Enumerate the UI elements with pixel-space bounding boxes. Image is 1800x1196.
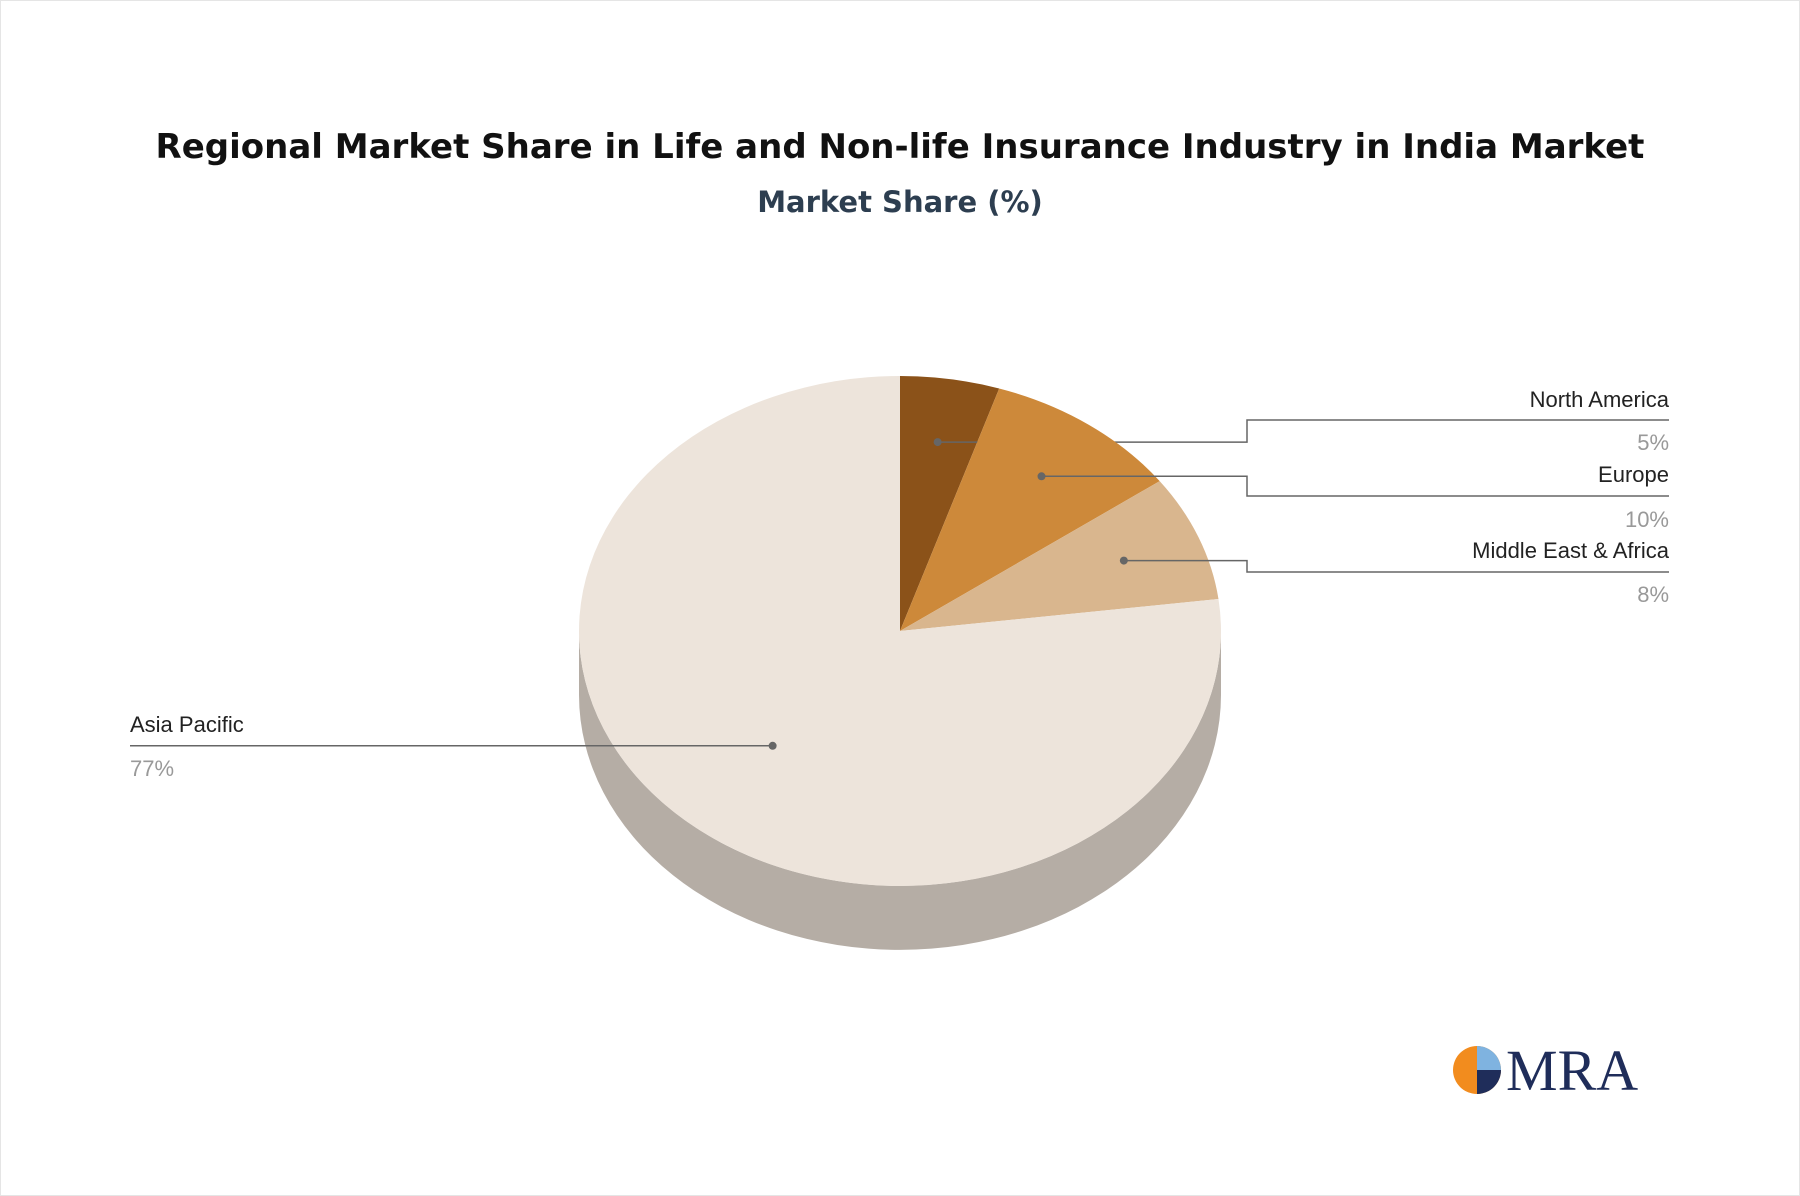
- legend-label: North America: [1530, 387, 1670, 412]
- value-label: 10%: [1625, 507, 1669, 532]
- legend-label: Asia Pacific: [130, 712, 244, 737]
- leader-dot: [768, 741, 777, 750]
- chart-subtitle: Market Share (%): [757, 185, 1043, 219]
- value-label: 8%: [1637, 582, 1669, 607]
- value-label: 77%: [130, 756, 174, 781]
- leader-dot: [933, 438, 942, 447]
- logo-text: MRA: [1506, 1038, 1638, 1103]
- pie-side: [579, 631, 1221, 950]
- pie-slice: [579, 376, 1222, 886]
- leader-line: [1123, 559, 1669, 573]
- leader-dot: [1037, 472, 1046, 481]
- logo-wedge: [1477, 1070, 1501, 1094]
- pie-slice: [900, 376, 1000, 631]
- leader-dot: [1119, 556, 1128, 565]
- leader-line: [1041, 475, 1669, 497]
- legend-label: Middle East & Africa: [1472, 538, 1670, 563]
- chart-title: Regional Market Share in Life and Non-li…: [156, 127, 1645, 167]
- logo: MRA: [1453, 1038, 1638, 1103]
- pie-slice: [900, 388, 1160, 631]
- legend-label: Europe: [1598, 462, 1669, 487]
- pie-slice: [900, 481, 1219, 631]
- logo-wedge: [1477, 1046, 1501, 1070]
- value-label: 5%: [1637, 430, 1669, 455]
